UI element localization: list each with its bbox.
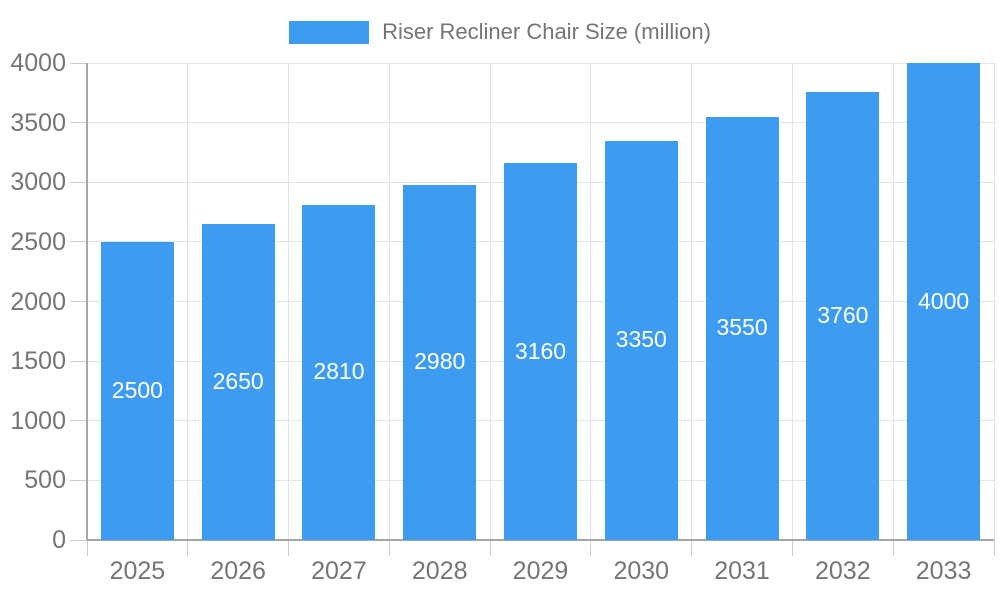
x-axis-tick xyxy=(691,540,693,556)
v-gridline xyxy=(187,63,189,540)
x-axis-tick xyxy=(86,540,88,556)
x-axis-tick xyxy=(288,540,290,556)
bar[interactable] xyxy=(504,163,577,540)
y-axis-label: 1000 xyxy=(10,406,66,435)
h-gridline xyxy=(87,122,994,124)
y-axis-tick xyxy=(70,479,87,481)
v-gridline xyxy=(791,63,793,540)
bar-value-label: 2810 xyxy=(313,358,365,385)
x-axis-tick xyxy=(388,540,390,556)
bar[interactable] xyxy=(201,223,275,540)
bar-value-label: 3160 xyxy=(514,337,567,364)
y-axis-label: 4000 xyxy=(10,49,66,77)
chart-legend[interactable]: Riser Recliner Chair Size (million) xyxy=(0,18,1000,46)
bar-value-label: 2650 xyxy=(212,367,264,394)
v-gridline xyxy=(892,63,894,540)
y-axis-tick xyxy=(70,360,87,362)
y-axis-label: 500 xyxy=(24,466,66,495)
y-axis-tick xyxy=(70,181,87,183)
y-axis-tick xyxy=(70,301,87,302)
y-axis-label: 2000 xyxy=(10,287,66,316)
bar[interactable] xyxy=(604,140,678,540)
v-gridline xyxy=(590,63,592,540)
bar[interactable] xyxy=(907,63,981,540)
v-gridline xyxy=(288,63,290,540)
bar[interactable] xyxy=(100,241,174,540)
bar-value-label: 2980 xyxy=(414,348,466,375)
bar[interactable] xyxy=(403,184,477,540)
bar[interactable] xyxy=(705,116,779,540)
x-axis-tick xyxy=(187,540,189,556)
y-axis-label: 2500 xyxy=(10,227,66,256)
x-axis-tick xyxy=(590,540,592,556)
v-gridline xyxy=(489,63,491,540)
bar-value-label: 3550 xyxy=(716,314,768,341)
legend-label: Riser Recliner Chair Size (million) xyxy=(382,19,711,44)
v-gridline xyxy=(993,63,995,540)
h-gridline xyxy=(87,62,994,64)
y-axis-line xyxy=(86,63,88,540)
x-axis-tick xyxy=(892,540,894,556)
x-axis-label: 2027 xyxy=(311,557,367,585)
x-axis-line xyxy=(87,539,994,541)
v-gridline xyxy=(691,63,693,540)
bar-value-label: 3350 xyxy=(615,326,667,353)
y-axis-tick xyxy=(70,539,87,541)
v-gridline xyxy=(388,63,390,540)
y-axis-label: 0 xyxy=(52,526,66,554)
bar[interactable] xyxy=(302,204,376,540)
y-axis-label: 3000 xyxy=(10,168,66,197)
x-axis-label: 2028 xyxy=(411,557,468,585)
x-axis-label: 2032 xyxy=(815,557,871,585)
x-axis-label: 2026 xyxy=(210,557,266,585)
x-axis-tick xyxy=(489,540,491,556)
x-axis-label: 2029 xyxy=(512,557,569,585)
y-axis-tick xyxy=(70,420,87,422)
y-axis-tick xyxy=(70,241,87,243)
x-axis-label: 2033 xyxy=(915,557,972,585)
x-axis-label: 2031 xyxy=(714,557,770,585)
y-axis-tick xyxy=(70,122,87,124)
bar-value-label: 2500 xyxy=(111,376,163,403)
bar-value-label: 3760 xyxy=(817,301,869,328)
x-axis-tick xyxy=(993,540,995,556)
y-axis-label: 3500 xyxy=(10,108,66,137)
x-axis-label: 2030 xyxy=(613,557,670,585)
y-axis-tick xyxy=(70,62,87,64)
x-axis-label: 2025 xyxy=(109,557,166,585)
x-axis-tick xyxy=(791,540,793,556)
bar-value-label: 4000 xyxy=(918,287,970,314)
legend-swatch xyxy=(289,20,370,44)
bar[interactable] xyxy=(806,91,880,540)
y-axis-label: 1500 xyxy=(10,347,66,376)
